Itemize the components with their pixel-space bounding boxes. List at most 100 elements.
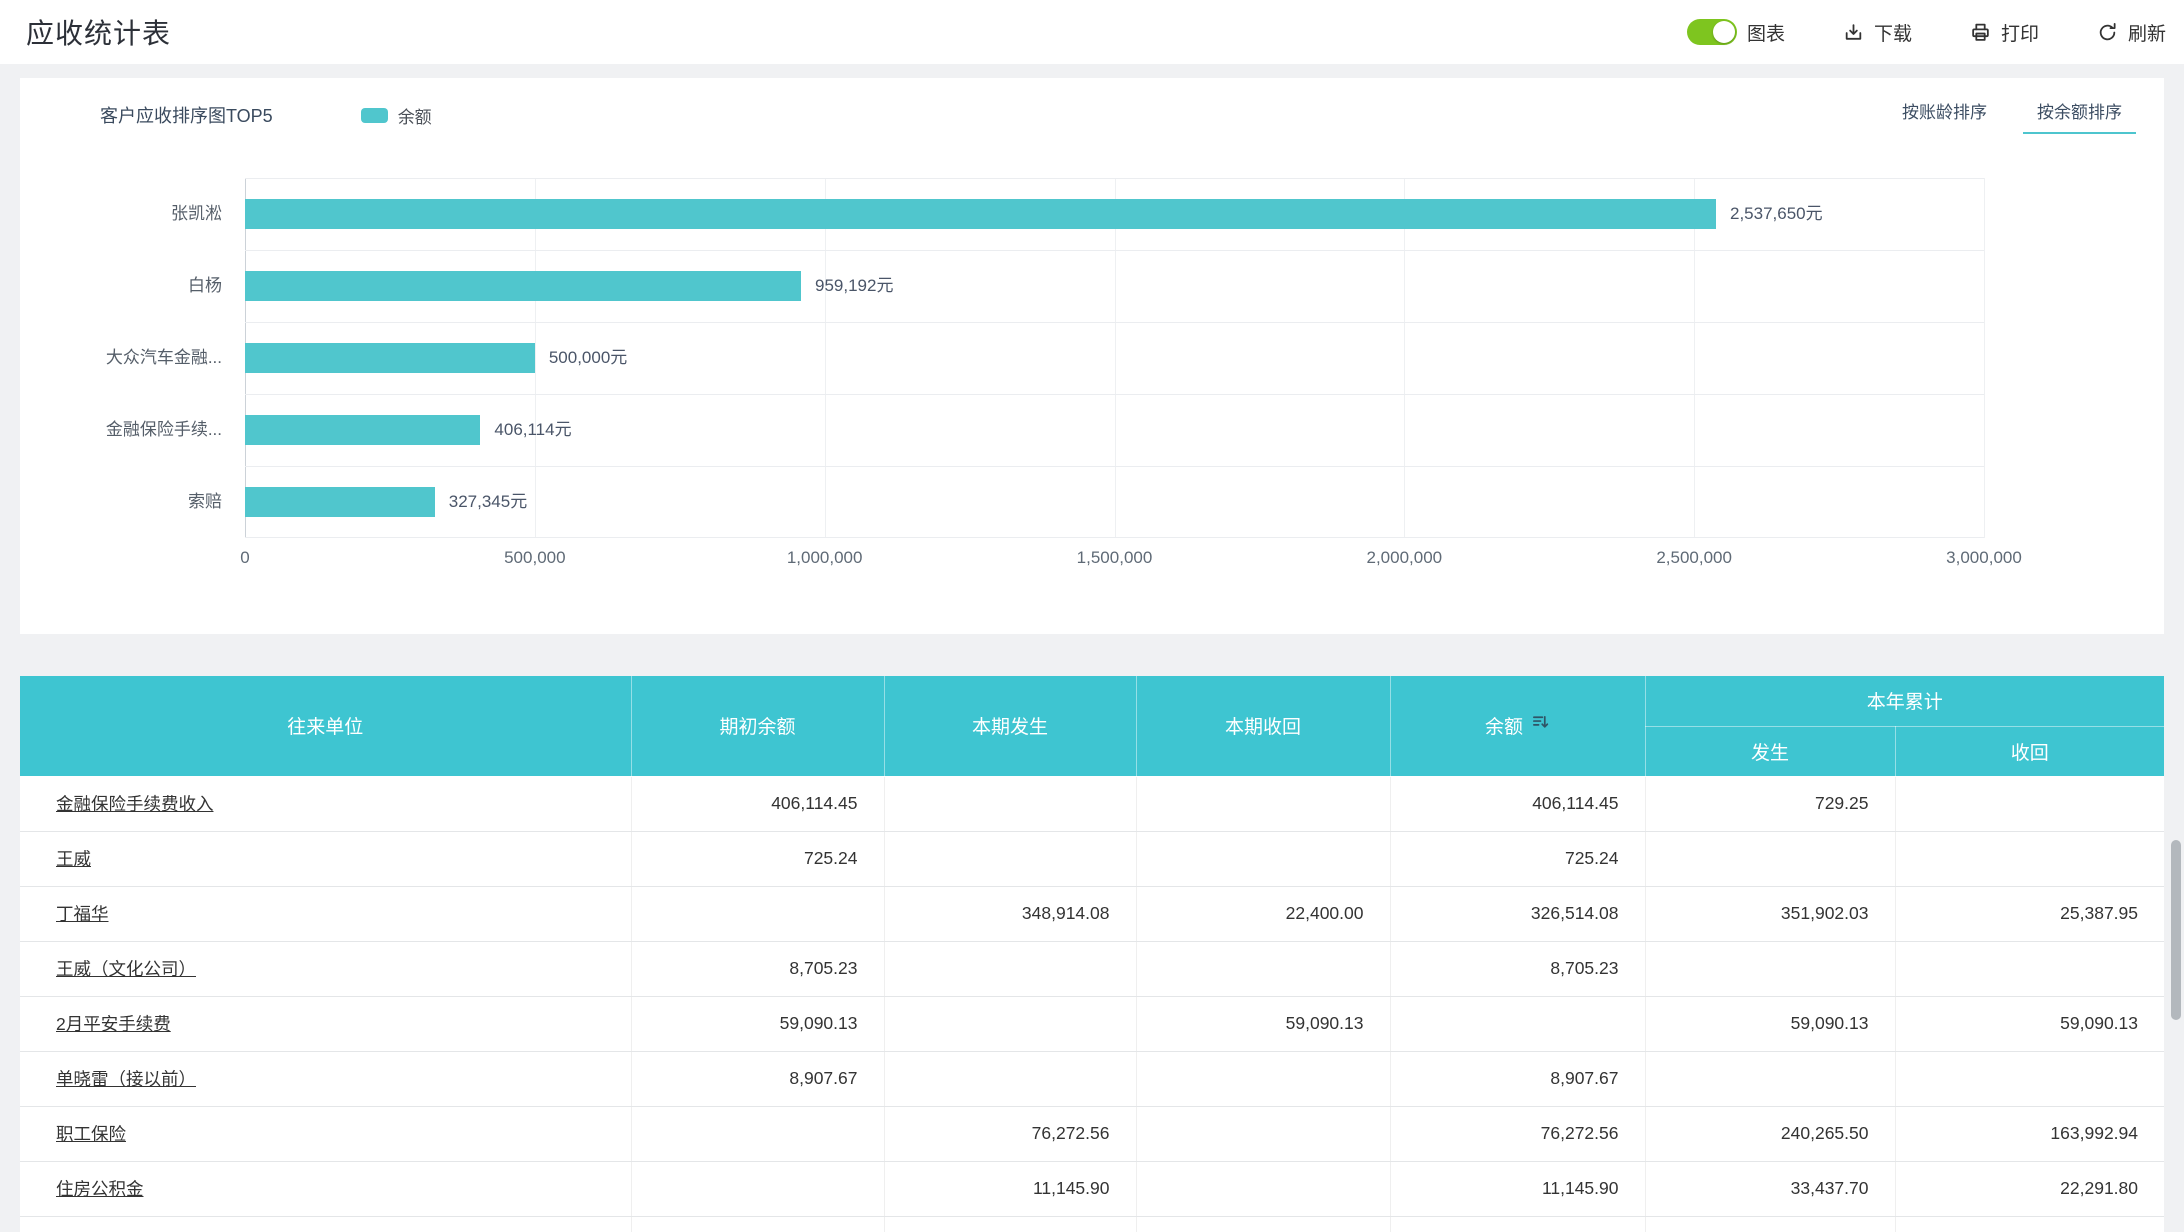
unit-cell: 王威（文化公司） [20,941,632,997]
bar-value-label: 959,192元 [815,276,894,295]
refresh-button[interactable]: 刷新 [2097,19,2166,46]
amount-cell [1136,1051,1391,1107]
amount-cell: 76,272.56 [884,1106,1137,1162]
unit-cell: 2月平安手续费 [20,996,632,1052]
bar [245,415,481,445]
chart-title: 客户应收排序图TOP5 [100,106,273,126]
amount-cell: 240,265.50 [1645,1106,1896,1162]
refresh-icon [2097,22,2118,43]
col-header-ytd: 本年累计 [1644,676,2164,727]
bar [245,199,1716,229]
bar-value-label: 406,114元 [494,420,572,439]
amount-cell: 59,090.13 [1645,996,1896,1052]
col-header-balance[interactable]: 余额 [1389,676,1646,777]
unit-link[interactable]: 丁福华 [56,904,109,924]
col-header-unit: 往来单位 [20,676,632,777]
table-row: 王威 725.24 725.24 [20,831,2164,887]
unit-link[interactable]: 王威（文化公司） [56,959,196,979]
y-axis-category-label: 索赔 [188,492,222,511]
vertical-scrollbar-thumb[interactable] [2171,840,2181,1020]
table-row: 丁福华 348,914.08 22,400.00 326,514.08 351,902.… [20,886,2164,942]
amount-cell [884,1051,1137,1107]
unit-link[interactable]: 王威 [56,849,91,869]
band-separator [245,178,1984,179]
chart-toggle[interactable]: 图表 [1686,19,1785,46]
gridline [1114,178,1116,538]
unit-link[interactable]: 职工保险 [56,1124,126,1144]
legend-swatch-icon [360,107,388,123]
legend-label: 余额 [397,107,432,127]
print-label: 打印 [2000,23,2039,45]
unit-link[interactable]: 住房公积金 [56,1179,144,1199]
chart-sort-tabs: 按账龄排序 按余额排序 [1888,96,2136,134]
y-axis-category-label: 大众汽车金融... [105,348,222,367]
chart-plot: 2,537,650元 959,192元 500,000元 406,114元 327,34… [245,178,1985,538]
gridline [1694,178,1696,538]
amount-cell [884,776,1137,832]
band-separator [245,394,1984,395]
download-button[interactable]: 下载 [1843,19,1912,46]
toggle-switch-icon[interactable] [1686,19,1737,45]
x-tick-label: 2,500,000 [1656,548,1732,567]
bar-row: 500,000元 [245,322,1984,394]
unit-link[interactable]: 2月平安手续费 [56,1014,171,1034]
sort-tab-by-age[interactable]: 按账龄排序 [1902,103,1987,122]
chart-card: 客户应收排序图TOP5 余额 按账龄排序 按余额排序 张凯淞白杨大众汽车金融..… [20,78,2164,634]
unit-link[interactable]: 单晓雷（接以前） [56,1069,196,1089]
amount-cell [631,886,885,942]
bar [245,487,435,517]
amount-cell: 8,705.23 [631,941,885,997]
amount-cell [1895,831,2164,887]
download-icon [1843,22,1864,43]
sort-tab-by-balance[interactable]: 按余额排序 [2023,96,2136,134]
amount-cell: 406,114.45 [1390,776,1646,832]
printer-icon [1970,22,1991,43]
toggle-knob [1712,21,1735,43]
unit-cell: 金融保险手续费收入 [20,776,632,832]
x-tick-label: 2,000,000 [1366,548,1443,567]
amount-cell [1136,831,1391,887]
amount-cell: 351,902.03 [1645,886,1896,942]
amount-cell: 348,914.08 [884,886,1137,942]
amount-cell [1136,1106,1391,1162]
unit-cell: 单晓雷（接以前） [20,1051,632,1107]
table-row: 王威（文化公司） 8,705.23 8,705.23 [20,941,2164,997]
amount-cell: 326,514.08 [1390,886,1646,942]
print-button[interactable]: 打印 [1970,19,2039,46]
amount-cell: 76,272.56 [1390,1106,1646,1162]
unit-cell: 职工保险 [20,1106,632,1162]
bar [245,271,801,301]
unit-link[interactable]: 金融保险手续费收入 [56,794,214,814]
amount-cell: 59,090.13 [1895,996,2164,1052]
chart-toggle-label: 图表 [1746,23,1785,45]
amount-cell: 8,907.67 [1390,1051,1646,1107]
download-label: 下载 [1873,23,1912,45]
gridline [824,178,826,538]
amount-cell: 406,114.45 [631,776,885,832]
amount-cell: 8,907.67 [631,1051,885,1107]
table-row: 住房公积金 11,145.90 11,145.90 33,437.70 22,291.8… [20,1161,2164,1217]
amount-cell: 11,145.90 [1390,1161,1646,1217]
amount-cell [884,831,1137,887]
unit-cell: 王威 [20,831,632,887]
amount-cell: 163,992.94 [1895,1106,2164,1162]
band-separator [245,466,1984,467]
bar-row: 2,537,650元 [245,178,1984,250]
col-header-ytd-incurred: 发生 [1645,725,1896,777]
gridline [1404,178,1406,538]
bar-row: 327,345元 [245,466,1984,538]
y-axis-category-label: 白杨 [188,276,222,295]
amount-cell [1136,776,1391,832]
x-tick-label: 1,500,000 [1076,548,1153,567]
col-header-current-incurred: 本期发生 [883,676,1137,777]
amount-cell [1895,776,2164,832]
col-header-current-received: 本期收回 [1135,676,1391,777]
topbar-controls: 图表 下载 打印 刷新 [1686,19,2166,46]
bar [245,343,535,373]
refresh-label: 刷新 [2127,23,2166,45]
y-axis-category-label: 张凯淞 [171,204,222,223]
sort-desc-icon[interactable] [1531,713,1550,738]
amount-cell: 725.24 [631,831,885,887]
topbar: 应收统计表 图表 下载 打印 刷新 [0,0,2184,64]
x-tick-label: 500,000 [504,548,566,567]
